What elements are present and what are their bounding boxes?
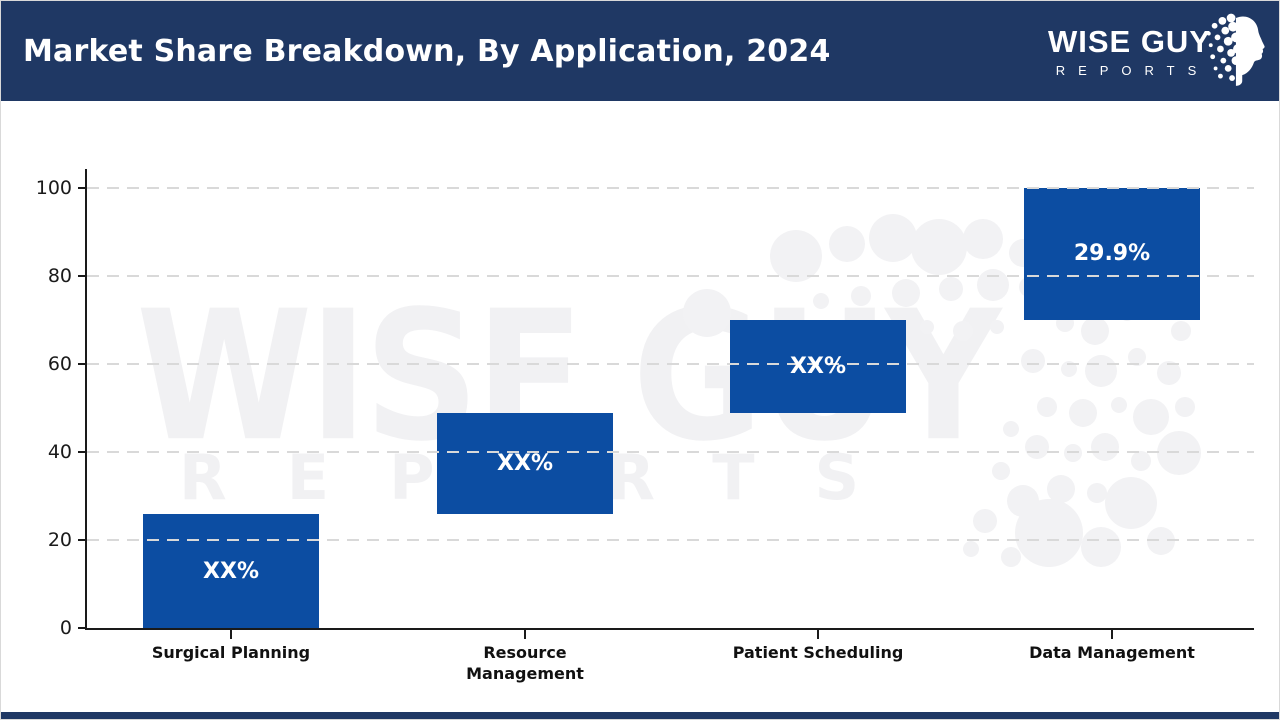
gridline-20 xyxy=(87,539,1254,541)
x-category-label: Surgical Planning xyxy=(151,643,311,662)
gridline-100 xyxy=(87,187,1254,189)
y-tick-label: 100 xyxy=(35,177,72,199)
x-axis-line xyxy=(85,628,1254,630)
x-category-label: Patient Scheduling xyxy=(732,643,904,662)
header-band: Market Share Breakdown, By Application, … xyxy=(1,1,1279,101)
bar-segment xyxy=(1024,188,1200,320)
x-tick-mark xyxy=(230,630,232,639)
bar-segment xyxy=(143,514,319,628)
x-category-label: Resource Management xyxy=(466,643,584,683)
page-title: Market Share Breakdown, By Application, … xyxy=(23,33,831,69)
y-tick-label: 0 xyxy=(59,617,72,639)
x-tick-mark xyxy=(817,630,819,639)
x-tick-mark xyxy=(1111,630,1113,639)
face-profile-dots-icon xyxy=(1203,9,1265,93)
y-tick-mark xyxy=(78,451,87,453)
y-tick-mark xyxy=(78,363,87,365)
gridline-80 xyxy=(87,275,1254,277)
bar-segment xyxy=(437,412,613,515)
brand-logo-tagline: REPORTS xyxy=(1055,63,1210,78)
gridline-40 xyxy=(87,451,1254,453)
brand-logo: WISE GUY REPORTS xyxy=(1048,1,1265,101)
bar-value-label: XX% xyxy=(497,451,553,477)
brand-logo-name: WISE GUY xyxy=(1047,24,1211,59)
y-tick-mark xyxy=(78,275,87,277)
brand-logo-text: WISE GUY REPORTS xyxy=(1048,24,1211,78)
gridline-60 xyxy=(87,363,1254,365)
bar-value-label: 29.9% xyxy=(1073,241,1151,267)
bar-value-label: XX% xyxy=(790,353,846,379)
y-tick-label: 20 xyxy=(47,529,72,551)
footer-band xyxy=(1,712,1279,719)
y-tick-mark xyxy=(78,627,87,629)
y-tick-label: 40 xyxy=(47,441,72,463)
y-tick-label: 60 xyxy=(47,353,72,375)
y-tick-mark xyxy=(78,187,87,189)
bar-value-label: XX% xyxy=(203,558,259,584)
y-axis-line xyxy=(85,169,87,630)
y-tick-label: 80 xyxy=(47,265,72,287)
bar-segment xyxy=(730,319,906,413)
y-tick-mark xyxy=(78,539,87,541)
x-tick-mark xyxy=(524,630,526,639)
x-category-label: Data Management xyxy=(1029,643,1195,662)
